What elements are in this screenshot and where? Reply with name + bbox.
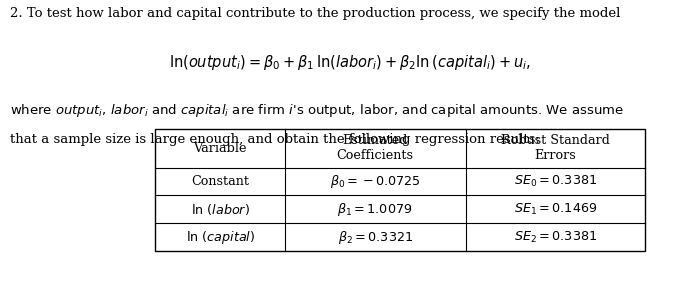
Text: $SE_1 = 0.1469$: $SE_1 = 0.1469$ [514, 202, 597, 217]
Text: ln ($\mathit{capital}$): ln ($\mathit{capital}$) [186, 229, 255, 246]
Text: $\beta_1 = 1.0079$: $\beta_1 = 1.0079$ [337, 201, 413, 218]
Text: Estimated
Coefficients: Estimated Coefficients [337, 134, 414, 162]
Text: where $\mathit{output}_i$, $\mathit{labor}_i$ and $\mathit{capital}_i$ are firm : where $\mathit{output}_i$, $\mathit{labo… [10, 102, 624, 119]
Text: $SE_2 = 0.3381$: $SE_2 = 0.3381$ [514, 229, 597, 245]
Text: ln ($\mathit{labor}$): ln ($\mathit{labor}$) [190, 202, 250, 217]
Text: $SE_0 = 0.3381$: $SE_0 = 0.3381$ [514, 174, 597, 189]
Text: Constant: Constant [191, 175, 249, 188]
Text: $\beta_2 = 0.3321$: $\beta_2 = 0.3321$ [337, 229, 413, 246]
Text: Robust Standard
Errors: Robust Standard Errors [501, 134, 610, 162]
Bar [155, 129, 645, 251]
Text: that a sample size is large enough, and obtain the following regression results:: that a sample size is large enough, and … [10, 133, 540, 147]
Text: Variable: Variable [193, 142, 247, 155]
Text: $\mathrm{ln}(\mathit{output}_i) = \beta_0 + \beta_1\,\mathrm{ln}(\mathit{labor}_: $\mathrm{ln}(\mathit{output}_i) = \beta_… [169, 53, 531, 72]
Text: 2. To test how labor and capital contribute to the production process, we specif: 2. To test how labor and capital contrib… [10, 7, 620, 20]
Text: $\beta_0 = -0.0725$: $\beta_0 = -0.0725$ [330, 173, 421, 190]
